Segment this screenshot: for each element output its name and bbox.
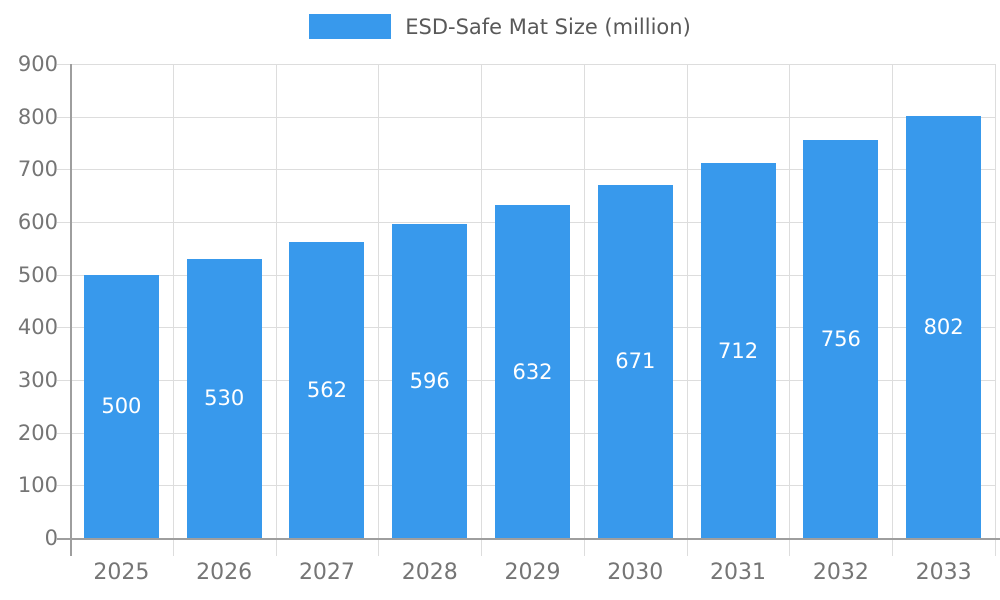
y-tick-label: 100 <box>17 473 58 498</box>
bar <box>495 205 570 538</box>
y-tick-label: 300 <box>17 368 58 392</box>
x-tick-label: 2033 <box>915 560 972 585</box>
bar <box>289 242 365 538</box>
bar-value-label: 756 <box>820 326 861 351</box>
y-tick-label: 800 <box>17 104 58 129</box>
bar-value-label: 562 <box>306 378 347 402</box>
y-tick-label: 200 <box>17 420 58 445</box>
y-axis-line <box>70 64 72 556</box>
bar-value-label: 500 <box>101 394 142 419</box>
x-tick-label: 2030 <box>607 560 664 585</box>
x-gridline <box>789 64 791 556</box>
x-gridline <box>686 64 688 556</box>
bar <box>700 163 776 538</box>
bar <box>803 139 879 538</box>
legend-label: ESD-Safe Mat Size (million) <box>405 14 691 39</box>
x-tick-label: 2027 <box>298 560 355 585</box>
x-tick-label: 2031 <box>710 560 767 585</box>
bar <box>186 258 262 538</box>
x-axis-line <box>57 538 1000 540</box>
x-gridline <box>892 64 894 556</box>
bar-value-label: 632 <box>512 359 553 384</box>
bar <box>597 184 673 538</box>
y-tick-mark <box>57 432 70 434</box>
y-gridline <box>70 169 995 171</box>
bar-value-label: 802 <box>923 314 964 339</box>
bar <box>83 274 159 538</box>
legend-item[interactable]: ESD-Safe Mat Size (million) <box>309 14 691 39</box>
y-gridline <box>70 64 995 65</box>
x-tick-label: 2025 <box>93 560 150 585</box>
y-tick-mark <box>57 64 70 65</box>
x-gridline <box>481 64 483 556</box>
x-gridline <box>583 64 585 556</box>
y-tick-mark <box>57 169 70 171</box>
y-tick-label: 600 <box>17 210 58 234</box>
x-tick-label: 2028 <box>401 560 458 585</box>
y-tick-mark <box>57 380 70 381</box>
x-tick-label: 2032 <box>812 560 869 585</box>
x-gridline <box>995 64 996 556</box>
bar-value-label: 712 <box>718 338 759 363</box>
legend-swatch-icon <box>309 14 392 39</box>
y-tick-mark <box>57 116 70 118</box>
y-tick-label: 700 <box>17 157 58 182</box>
x-gridline <box>378 64 380 556</box>
y-gridline <box>70 116 995 118</box>
y-tick-label: 900 <box>17 52 58 76</box>
bar-value-label: 671 <box>615 349 656 374</box>
bar-value-label: 596 <box>409 369 450 394</box>
y-tick-mark <box>57 327 70 329</box>
x-tick-label: 2026 <box>196 560 253 585</box>
bar <box>906 115 982 538</box>
x-gridline <box>275 64 277 556</box>
y-tick-mark <box>57 222 70 223</box>
y-tick-label: 400 <box>17 315 58 340</box>
y-tick-label: 0 <box>44 526 58 550</box>
bar-value-label: 530 <box>204 386 245 411</box>
x-gridline <box>172 64 174 556</box>
legend: ESD-Safe Mat Size (million) <box>0 14 1000 39</box>
x-tick-label: 2029 <box>504 560 561 585</box>
bar <box>392 224 468 538</box>
y-tick-mark <box>57 274 70 276</box>
y-tick-label: 500 <box>17 262 58 287</box>
y-tick-mark <box>57 485 70 487</box>
